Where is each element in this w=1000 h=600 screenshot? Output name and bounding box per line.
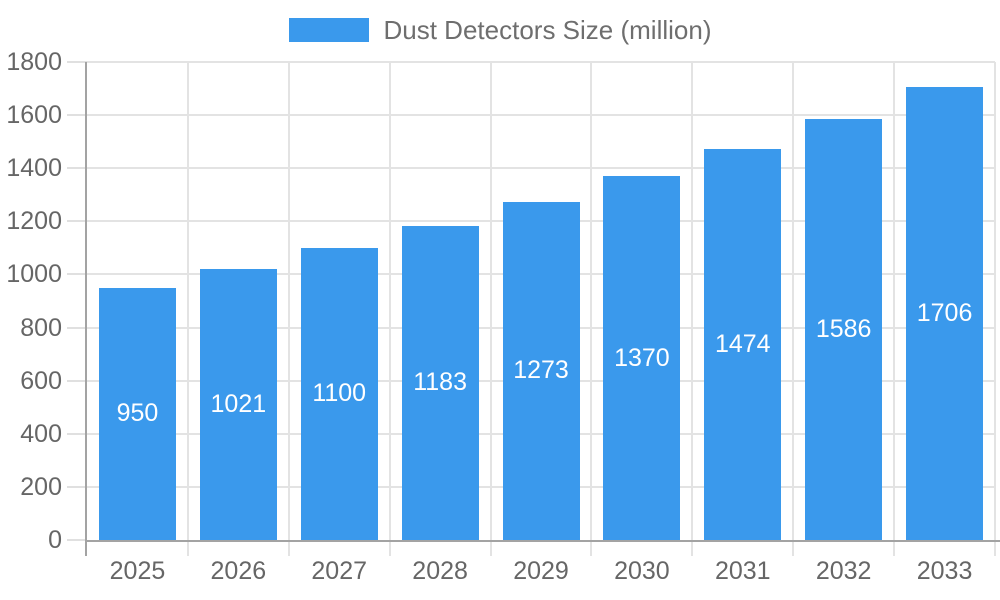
bar[interactable]: 1021 — [199, 268, 277, 540]
legend-label: Dust Detectors Size (million) — [383, 14, 712, 45]
gridline-horizontal — [87, 114, 995, 117]
bar-value-label: 1370 — [614, 343, 670, 372]
gridline-vertical — [994, 62, 996, 556]
bar[interactable]: 1586 — [805, 118, 883, 540]
gridline-horizontal — [87, 61, 995, 63]
y-axis-label: 200 — [20, 472, 62, 501]
plot-area: 0 200 400 600 800 1000 1200 1400 1600 1800 950 2025… — [6, 49, 1000, 584]
y-axis-tick — [67, 326, 87, 329]
y-axis-line — [85, 62, 87, 556]
x-axis-label: 2028 — [412, 557, 468, 585]
gridline-vertical — [590, 62, 593, 556]
bar[interactable]: 1706 — [906, 86, 984, 540]
y-axis-tick — [67, 273, 87, 276]
bar[interactable]: 1183 — [401, 225, 479, 540]
bar[interactable]: 1273 — [502, 201, 580, 540]
legend-swatch-icon — [288, 18, 369, 42]
bar-value-label: 1273 — [513, 356, 569, 385]
gridline-vertical — [792, 62, 795, 556]
gridline-vertical — [691, 62, 694, 556]
y-axis-label: 1600 — [6, 101, 62, 130]
gridline-vertical — [388, 62, 391, 556]
x-axis-label: 2031 — [714, 557, 771, 585]
y-axis-label: 1800 — [6, 48, 62, 76]
x-axis-label: 2033 — [916, 557, 973, 585]
x-axis-line — [85, 540, 1000, 542]
gridline-vertical — [186, 62, 189, 556]
y-axis-label: 600 — [20, 366, 62, 395]
x-axis-label: 2029 — [513, 557, 569, 585]
bar-value-label: 1586 — [815, 314, 872, 343]
y-axis-tick — [67, 114, 87, 117]
bar-value-label: 1021 — [210, 389, 267, 418]
bar[interactable]: 1370 — [603, 176, 681, 540]
y-axis-tick — [67, 61, 87, 63]
gridline-vertical — [287, 62, 290, 556]
y-axis-label: 800 — [20, 313, 62, 342]
legend[interactable]: Dust Detectors Size (million) — [0, 14, 1000, 45]
bar[interactable]: 1100 — [300, 247, 378, 540]
x-axis-label: 2030 — [614, 557, 670, 585]
y-axis-tick — [67, 432, 87, 435]
y-axis-tick — [67, 220, 87, 223]
x-axis-label: 2025 — [109, 557, 166, 585]
gridline-horizontal — [87, 167, 995, 170]
bar[interactable]: 1474 — [704, 148, 782, 540]
bar-value-label: 1706 — [916, 298, 973, 327]
y-axis-label: 0 — [48, 526, 62, 554]
bar[interactable]: 950 — [98, 287, 176, 540]
x-axis-label: 2032 — [815, 557, 872, 585]
bar-value-label: 1474 — [714, 329, 771, 358]
x-axis-label: 2026 — [210, 557, 267, 585]
bar-value-label: 950 — [116, 399, 159, 428]
y-axis-label: 1000 — [6, 260, 62, 289]
y-axis-tick — [67, 167, 87, 170]
y-axis-label: 1400 — [6, 154, 62, 183]
y-axis-tick — [67, 539, 87, 541]
x-axis-label: 2027 — [311, 557, 368, 585]
gridline-vertical — [489, 62, 492, 556]
y-axis-label: 1200 — [6, 207, 62, 236]
bar-value-label: 1100 — [312, 379, 367, 408]
bar-value-label: 1183 — [413, 368, 467, 397]
y-axis-tick — [67, 485, 87, 488]
y-axis-tick — [67, 379, 87, 382]
y-axis-label: 400 — [20, 419, 62, 448]
gridline-vertical — [893, 62, 896, 556]
